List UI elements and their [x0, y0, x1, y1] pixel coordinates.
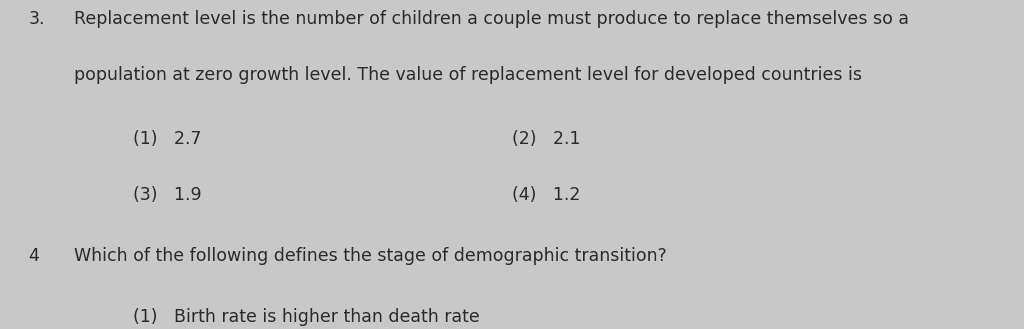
Text: (2)   2.1: (2) 2.1	[512, 130, 581, 148]
Text: 3.: 3.	[29, 10, 45, 28]
Text: (4)   1.2: (4) 1.2	[512, 186, 581, 204]
Text: (3)   1.9: (3) 1.9	[133, 186, 202, 204]
Text: (1)   2.7: (1) 2.7	[133, 130, 202, 148]
Text: population at zero growth level. The value of replacement level for developed co: population at zero growth level. The val…	[74, 66, 862, 84]
Text: 4: 4	[29, 247, 40, 265]
Text: Replacement level is the number of children a couple must produce to replace the: Replacement level is the number of child…	[74, 10, 908, 28]
Text: Which of the following defines the stage of demographic transition?: Which of the following defines the stage…	[74, 247, 667, 265]
Text: (1)   Birth rate is higher than death rate: (1) Birth rate is higher than death rate	[133, 308, 480, 326]
